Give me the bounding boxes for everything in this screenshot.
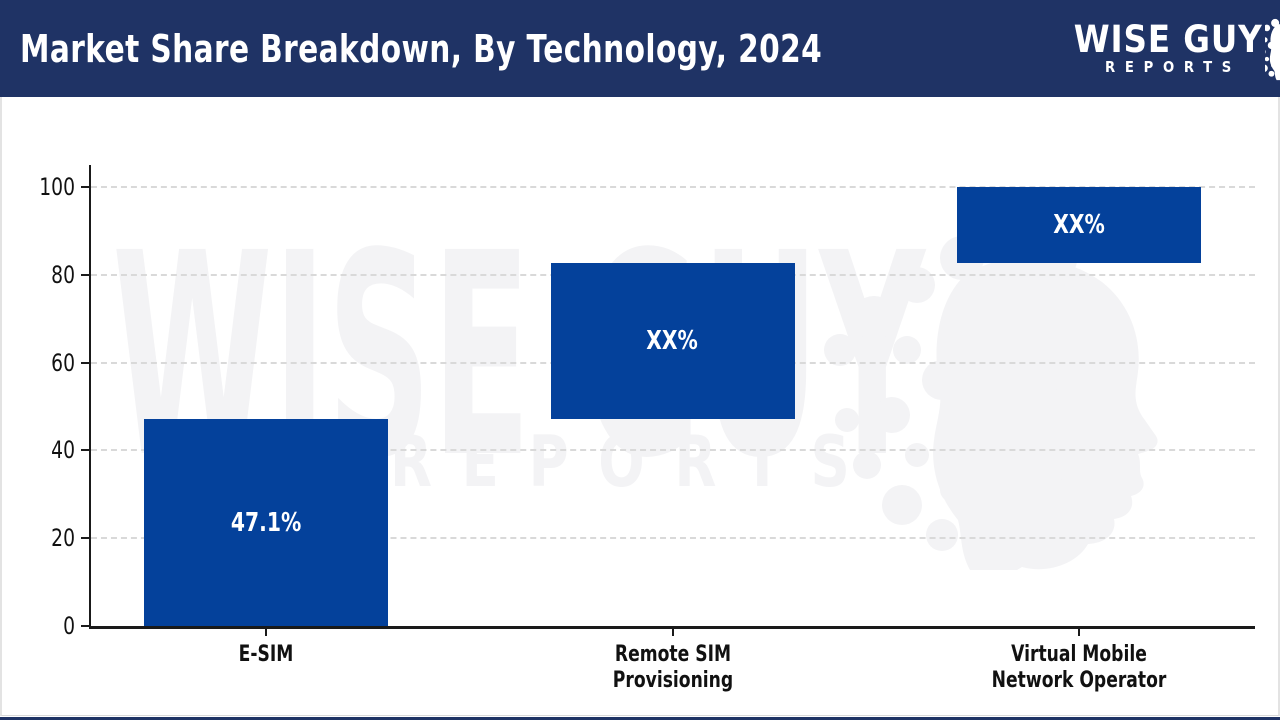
x-tick-mark <box>265 629 267 636</box>
chart-area: WISE GUY REPORTS 0 20 40 60 80 100 47.1% XX% XX%… <box>0 97 1280 716</box>
y-gridline <box>91 185 1255 188</box>
y-gridline <box>91 537 1255 540</box>
header-bar: Market Share Breakdown, By Technology, 2… <box>0 0 1280 97</box>
y-tick-mark <box>81 537 89 540</box>
y-axis-spine <box>89 165 91 626</box>
y-tick-label: 40 <box>51 436 75 465</box>
footer-accent-strip <box>0 717 1280 720</box>
bar-segment: XX% <box>550 263 795 420</box>
bar-value-label: XX% <box>646 326 699 357</box>
brand-logo-text: WISE GUY REPORTS <box>1074 18 1263 76</box>
y-tick-label: 100 <box>39 172 75 201</box>
brand-face-icon <box>1265 8 1280 90</box>
x-category-label: Virtual Mobile Network Operator <box>991 642 1167 693</box>
brand-name: WISE GUY <box>1074 18 1263 61</box>
y-tick-mark <box>81 625 89 627</box>
y-tick-mark <box>81 449 89 452</box>
bar-segment: XX% <box>957 186 1201 264</box>
x-tick-mark <box>671 629 674 636</box>
y-tick-label: 60 <box>51 348 75 377</box>
y-tick-label: 20 <box>51 524 75 553</box>
y-tick-mark <box>81 361 89 364</box>
watermark-face-icon <box>812 230 1172 570</box>
x-category-label: E-SIM <box>238 642 294 667</box>
x-tick-mark <box>1078 629 1080 636</box>
x-axis-spine <box>89 626 1255 629</box>
y-tick-label: 0 <box>63 612 75 640</box>
bar-segment: 47.1% <box>144 419 388 626</box>
bar-value-label: 47.1% <box>230 507 302 538</box>
chart-title: Market Share Breakdown, By Technology, 2… <box>20 26 823 71</box>
brand-subname: REPORTS <box>1105 58 1242 76</box>
y-tick-mark <box>81 185 89 188</box>
bar-value-label: XX% <box>1053 210 1105 241</box>
y-tick-mark <box>81 273 89 276</box>
y-gridline <box>91 449 1255 452</box>
watermark-subtext: REPORTS <box>390 421 880 503</box>
y-tick-label: 80 <box>51 260 75 289</box>
brand-logo: WISE GUY REPORTS <box>1048 0 1280 97</box>
x-category-label: Remote SIM Provisioning <box>612 642 733 693</box>
